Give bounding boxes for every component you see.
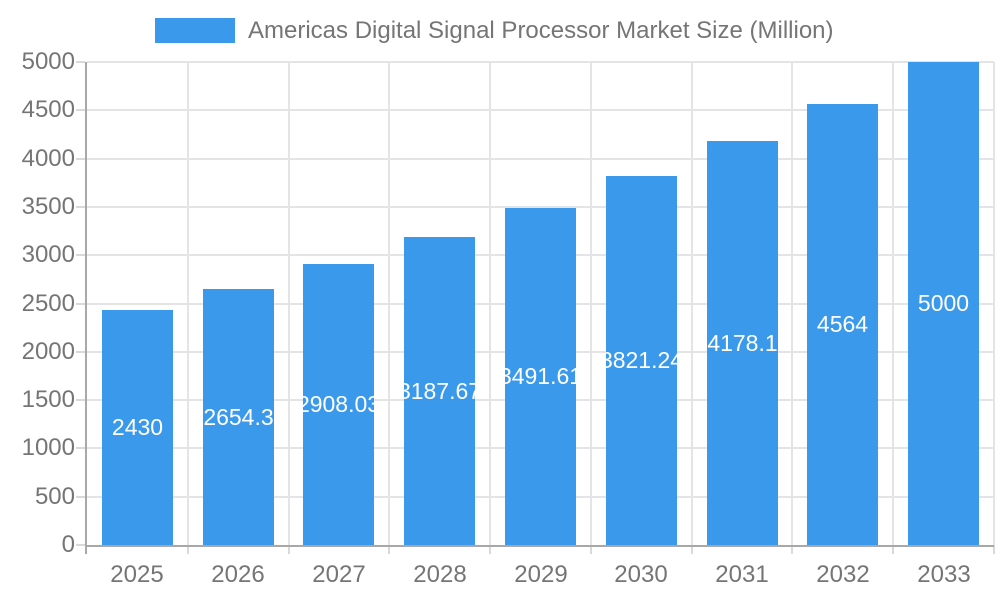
bar[interactable]: 4178.1	[707, 141, 778, 545]
y-axis-label: 3000	[21, 241, 75, 268]
x-axis-tick	[691, 545, 693, 554]
x-axis-tick	[187, 545, 189, 554]
chart-title: Americas Digital Signal Processor Market…	[248, 17, 834, 44]
x-axis-label: 2025	[110, 561, 164, 588]
y-axis-line	[85, 62, 87, 554]
bar[interactable]: 5000	[908, 62, 979, 545]
x-axis-tick	[388, 545, 390, 554]
gridline-horizontal	[87, 158, 994, 160]
gridline-vertical	[691, 62, 693, 545]
x-axis-line	[85, 545, 994, 547]
y-axis-tick	[76, 303, 85, 305]
bar-value-label: 5000	[917, 290, 970, 316]
bar-value-label: 2908.03	[303, 391, 374, 417]
x-axis-label: 2028	[413, 561, 467, 588]
bar[interactable]: 2430	[102, 310, 173, 545]
y-axis-tick	[76, 447, 85, 449]
x-axis-label: 2032	[816, 561, 870, 588]
y-axis-tick	[76, 109, 85, 111]
gridline-vertical	[187, 62, 189, 545]
bar[interactable]: 3491.61	[505, 208, 576, 545]
bar[interactable]: 3821.24	[606, 176, 677, 545]
gridline-horizontal	[87, 109, 994, 111]
bar[interactable]: 3187.67	[404, 237, 475, 545]
gridline-horizontal	[87, 206, 994, 208]
x-axis-label: 2026	[211, 561, 265, 588]
y-axis-label: 1500	[21, 386, 75, 413]
bar-value-label: 2654.3	[203, 403, 274, 430]
y-axis-label: 5000	[21, 48, 75, 75]
bar-value-label: 3821.24	[606, 347, 677, 373]
y-axis-tick	[76, 61, 85, 63]
x-axis-tick	[892, 545, 894, 554]
y-axis-label: 2500	[21, 290, 75, 317]
gridline-horizontal	[87, 61, 994, 63]
y-axis-label: 4500	[21, 96, 75, 123]
x-axis-label: 2030	[614, 561, 668, 588]
y-axis-label: 2000	[21, 338, 75, 365]
x-axis-tick	[590, 545, 592, 554]
gridline-vertical	[993, 62, 995, 545]
y-axis-label: 4000	[21, 145, 75, 172]
bar-value-label: 3187.67	[404, 377, 475, 404]
y-axis-tick	[76, 544, 85, 546]
bar[interactable]: 2908.03	[303, 264, 374, 545]
x-axis-tick	[993, 545, 995, 554]
y-axis-tick	[76, 351, 85, 353]
y-axis-tick	[76, 496, 85, 498]
y-axis-label: 3500	[21, 193, 75, 220]
x-axis-tick	[288, 545, 290, 554]
x-axis-tick	[489, 545, 491, 554]
legend-item[interactable]: Americas Digital Signal Processor Market…	[155, 18, 834, 43]
legend-swatch	[155, 18, 235, 43]
gridline-vertical	[288, 62, 290, 545]
bar-value-label: 3491.61	[505, 363, 576, 389]
y-axis-label: 500	[34, 483, 75, 510]
bar[interactable]: 2654.3	[203, 289, 274, 545]
y-axis-tick	[76, 399, 85, 401]
bar[interactable]: 4564	[807, 104, 878, 545]
x-axis-label: 2033	[917, 561, 971, 588]
y-axis-label: 0	[61, 531, 75, 558]
x-axis-tick	[791, 545, 793, 554]
gridline-vertical	[791, 62, 793, 545]
bar-value-label: 4178.1	[707, 329, 778, 356]
gridline-vertical	[489, 62, 491, 545]
gridline-vertical	[590, 62, 592, 545]
y-axis-tick	[76, 254, 85, 256]
x-axis-label: 2027	[312, 561, 366, 588]
plot-area: 0 500 1000 1500 2000 2500 3000 3500 4000 4500 5000…	[22, 48, 995, 588]
bar-value-label: 4564	[816, 311, 869, 337]
x-axis-label: 2029	[514, 561, 568, 588]
x-axis-label: 2031	[715, 561, 769, 588]
bar-value-label: 2430	[111, 414, 164, 440]
y-axis-tick	[76, 206, 85, 208]
y-axis-label: 1000	[21, 434, 75, 461]
gridline-vertical	[388, 62, 390, 545]
gridline-vertical	[892, 62, 894, 545]
y-axis-tick	[76, 158, 85, 160]
